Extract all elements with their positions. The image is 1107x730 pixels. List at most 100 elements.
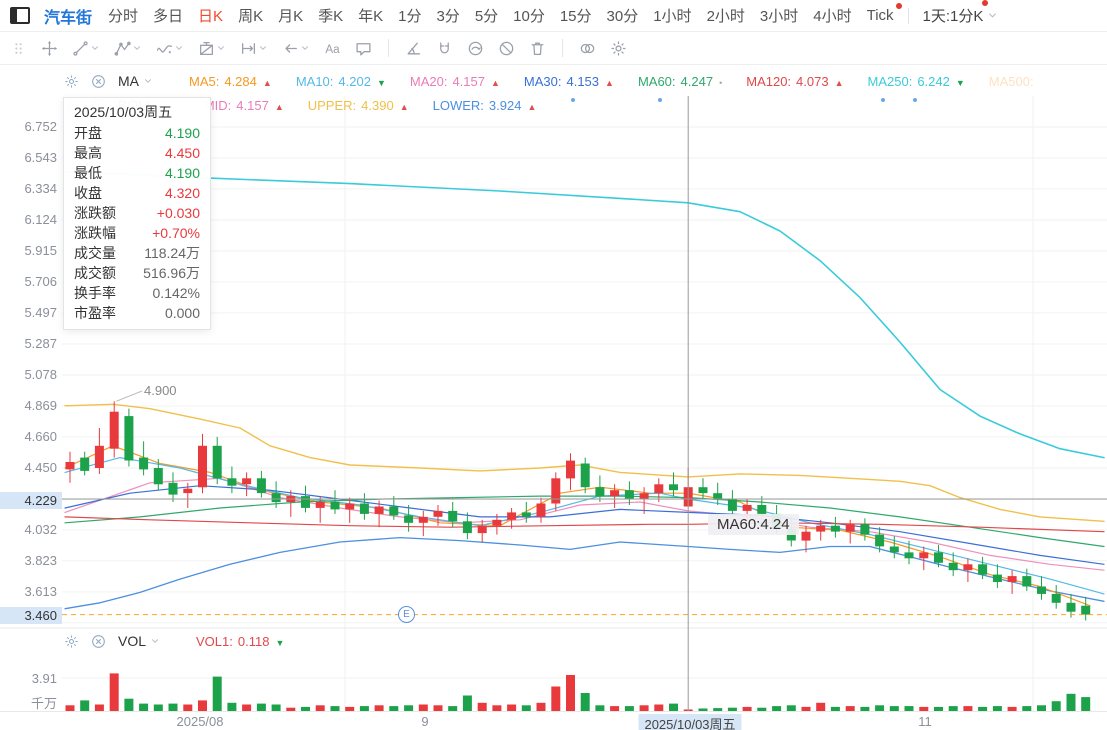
volume-axis-unit: 千万	[30, 696, 57, 711]
tab-年K[interactable]: 年K	[358, 5, 383, 26]
trendline-tool-button[interactable]	[68, 37, 104, 60]
chevron-down-icon	[90, 43, 100, 53]
hide-drawings-tool-button[interactable]	[494, 37, 519, 60]
comment-tool-button[interactable]	[351, 37, 376, 60]
notification-dot	[982, 0, 989, 6]
magnet-tool-button[interactable]	[432, 37, 457, 60]
trend-up-icon: ▲	[605, 77, 614, 88]
legend-label: MA500:	[988, 73, 1034, 89]
indicator-close-icon[interactable]	[91, 74, 106, 89]
tooltip-row-value: 118.24万	[144, 245, 200, 261]
move-tool-icon	[41, 40, 58, 57]
comment-tool-icon	[355, 40, 372, 57]
trend-up-icon: ▲	[274, 101, 284, 112]
tab-月K[interactable]: 月K	[278, 5, 303, 26]
delete-drawings-tool-button[interactable]	[525, 37, 550, 60]
move-tool-button[interactable]	[37, 37, 62, 60]
tab-日K[interactable]: 日K	[198, 5, 223, 26]
extend-line-tool-button[interactable]	[236, 37, 272, 60]
trend-up-icon: ▲	[834, 77, 844, 88]
tab-1小时[interactable]: 1小时	[653, 5, 691, 26]
continuous-draw-tool-button[interactable]	[463, 37, 488, 60]
indicator-name[interactable]: VOL	[118, 633, 147, 649]
tab-30分[interactable]: 30分	[607, 5, 639, 26]
tab-label: 15分	[559, 8, 592, 25]
period-combo[interactable]: 1天:1分K	[922, 0, 999, 26]
window-icon[interactable]	[10, 7, 30, 24]
tab-label: 分时	[108, 8, 139, 25]
tab-周K[interactable]: 周K	[238, 5, 263, 26]
tab-label: 1分	[398, 8, 422, 25]
angle-tool-button[interactable]	[401, 37, 426, 60]
tab-1分[interactable]: 1分	[398, 5, 421, 26]
ohlc-tooltip: 2025/10/03周五 开盘 4.190 最高 4.450 最低 4.190 收盘 4.32…	[63, 97, 211, 330]
tab-5分[interactable]: 5分	[475, 5, 498, 26]
price-tick-label: 5.706	[24, 273, 57, 289]
tooltip-row: 开盘 4.190	[74, 123, 200, 143]
indicator-close-icon[interactable]	[91, 634, 106, 649]
legend-item: MA5: 4.284 ▲	[189, 74, 272, 89]
tab-10分[interactable]: 10分	[513, 5, 545, 26]
trend-up-icon: ▲	[490, 77, 500, 88]
tab-2小时[interactable]: 2小时	[707, 5, 745, 26]
tooltip-row: 最低 4.190	[74, 163, 200, 183]
tab-15分[interactable]: 15分	[560, 5, 592, 26]
price-tick-label: 5.078	[24, 366, 57, 382]
compare-tool-button[interactable]	[575, 37, 600, 60]
legend-value: 4.153	[566, 73, 600, 89]
chevron-down-icon	[174, 43, 184, 53]
chart-settings-tool-button[interactable]	[606, 37, 631, 60]
divider	[907, 7, 909, 24]
symbol-title[interactable]: 汽车街	[44, 9, 93, 27]
legend-value: 4.390	[361, 97, 394, 113]
vol-indicator-row: VOL VOL1: 0.118 ▼	[64, 630, 1107, 652]
time-axis: 2025/08 9 2025/10/03周五 11	[0, 711, 1107, 730]
tab-label: 季K	[318, 8, 344, 25]
tab-分时[interactable]: 分时	[108, 5, 138, 26]
boll-indicator-row: BOLLMID:4.157▲UPPER:4.390▲LOWER:3.924▲	[64, 94, 1107, 116]
arrow-tool-button[interactable]	[278, 37, 314, 60]
tooltip-row-value: 516.96万	[143, 265, 200, 281]
hide-drawings-tool-icon	[498, 40, 515, 57]
indicator-settings-icon[interactable]	[64, 74, 79, 89]
tab-label: 2小时	[706, 8, 745, 25]
continuous-draw-tool-icon	[467, 40, 484, 57]
period-combo-label: 1天:1分K	[922, 8, 984, 25]
magnet-tool-icon	[436, 40, 453, 57]
drawing-toolbar: Aa	[0, 32, 1107, 65]
legend-value: 4.247	[680, 73, 714, 89]
chevron-down-icon[interactable]	[143, 76, 153, 86]
tab-多日[interactable]: 多日	[153, 5, 183, 26]
indicator-settings-icon[interactable]	[64, 634, 79, 649]
tab-4小时[interactable]: 4小时	[813, 5, 851, 26]
drag-handle-button[interactable]	[6, 37, 31, 60]
event-marker[interactable]: E	[398, 606, 415, 623]
wave-tool-button[interactable]	[152, 37, 188, 60]
tab-label: 1小时	[653, 8, 692, 25]
chevron-down-icon[interactable]	[150, 636, 160, 646]
text-tool-button[interactable]: Aa	[320, 37, 345, 60]
tooltip-row: 换手率 0.142%	[74, 283, 200, 303]
legend-value: 4.157	[236, 97, 269, 113]
trend-down-icon: ▼	[955, 77, 965, 88]
tooltip-row-label: 开盘	[74, 125, 102, 141]
delete-drawings-tool-icon	[529, 40, 546, 57]
pitchfork-tool-button[interactable]	[110, 37, 146, 60]
time-tick-label: 9	[421, 714, 429, 729]
tab-季K[interactable]: 季K	[318, 5, 343, 26]
compare-tool-icon	[579, 40, 596, 57]
chevron-down-icon	[216, 43, 226, 53]
gann-tool-button[interactable]	[194, 37, 230, 60]
price-tick-label: 3.613	[24, 583, 57, 599]
tab-Tick[interactable]: Tick	[867, 3, 902, 24]
tab-3分[interactable]: 3分	[436, 5, 459, 26]
legend-item: MA250: 6.242 ▼	[868, 74, 965, 89]
tooltip-row-label: 成交额	[74, 265, 116, 281]
tooltip-rows: 开盘 4.190 最高 4.450 最低 4.190 收盘 4.320 涨跌额 +0.030 涨跌幅…	[74, 123, 200, 323]
indicator-name[interactable]: MA	[118, 73, 139, 89]
legend-value: 6.242	[917, 73, 950, 89]
legend-value: 4.202	[338, 73, 371, 89]
price-tick-label: 3.823	[24, 552, 57, 568]
tab-3小时[interactable]: 3小时	[760, 5, 798, 26]
